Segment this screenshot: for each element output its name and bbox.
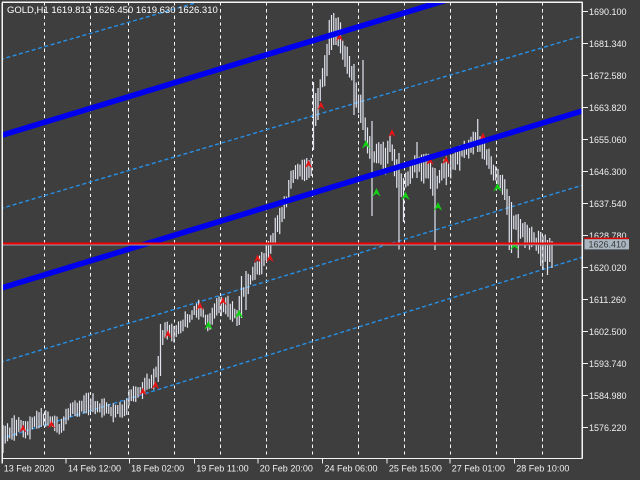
svg-text:GOLD,H1 1619.813 1626.450 161: GOLD,H1 1619.813 1626.450 1619.630 1626.…: [7, 5, 218, 16]
svg-text:28 Feb 10:00: 28 Feb 10:00: [516, 464, 569, 474]
svg-text:19 Feb 11:00: 19 Feb 11:00: [196, 464, 248, 474]
svg-text:24 Feb 06:00: 24 Feb 06:00: [325, 464, 378, 474]
svg-text:1628.780: 1628.780: [589, 231, 627, 241]
svg-text:1690.100: 1690.100: [589, 7, 627, 17]
svg-text:13 Feb 2020: 13 Feb 2020: [4, 464, 55, 474]
svg-text:1584.980: 1584.980: [589, 391, 627, 401]
svg-text:1593.740: 1593.740: [589, 359, 627, 369]
svg-text:1620.020: 1620.020: [589, 263, 627, 273]
svg-text:1663.820: 1663.820: [589, 103, 627, 113]
svg-text:1655.060: 1655.060: [589, 135, 627, 145]
svg-text:1646.300: 1646.300: [589, 167, 627, 177]
svg-text:27 Feb 01:00: 27 Feb 01:00: [452, 464, 505, 474]
svg-text:1602.500: 1602.500: [589, 327, 627, 337]
svg-text:1626.410: 1626.410: [589, 239, 627, 249]
svg-text:1611.260: 1611.260: [589, 295, 626, 305]
svg-text:1576.220: 1576.220: [589, 423, 627, 433]
svg-text:1681.340: 1681.340: [589, 39, 627, 49]
svg-text:1672.580: 1672.580: [589, 71, 627, 81]
svg-text:1637.540: 1637.540: [589, 199, 627, 209]
svg-text:18 Feb 02:00: 18 Feb 02:00: [131, 464, 184, 474]
svg-text:25 Feb 15:00: 25 Feb 15:00: [389, 464, 442, 474]
svg-text:14 Feb 12:00: 14 Feb 12:00: [68, 464, 121, 474]
svg-text:20 Feb 20:00: 20 Feb 20:00: [260, 464, 313, 474]
